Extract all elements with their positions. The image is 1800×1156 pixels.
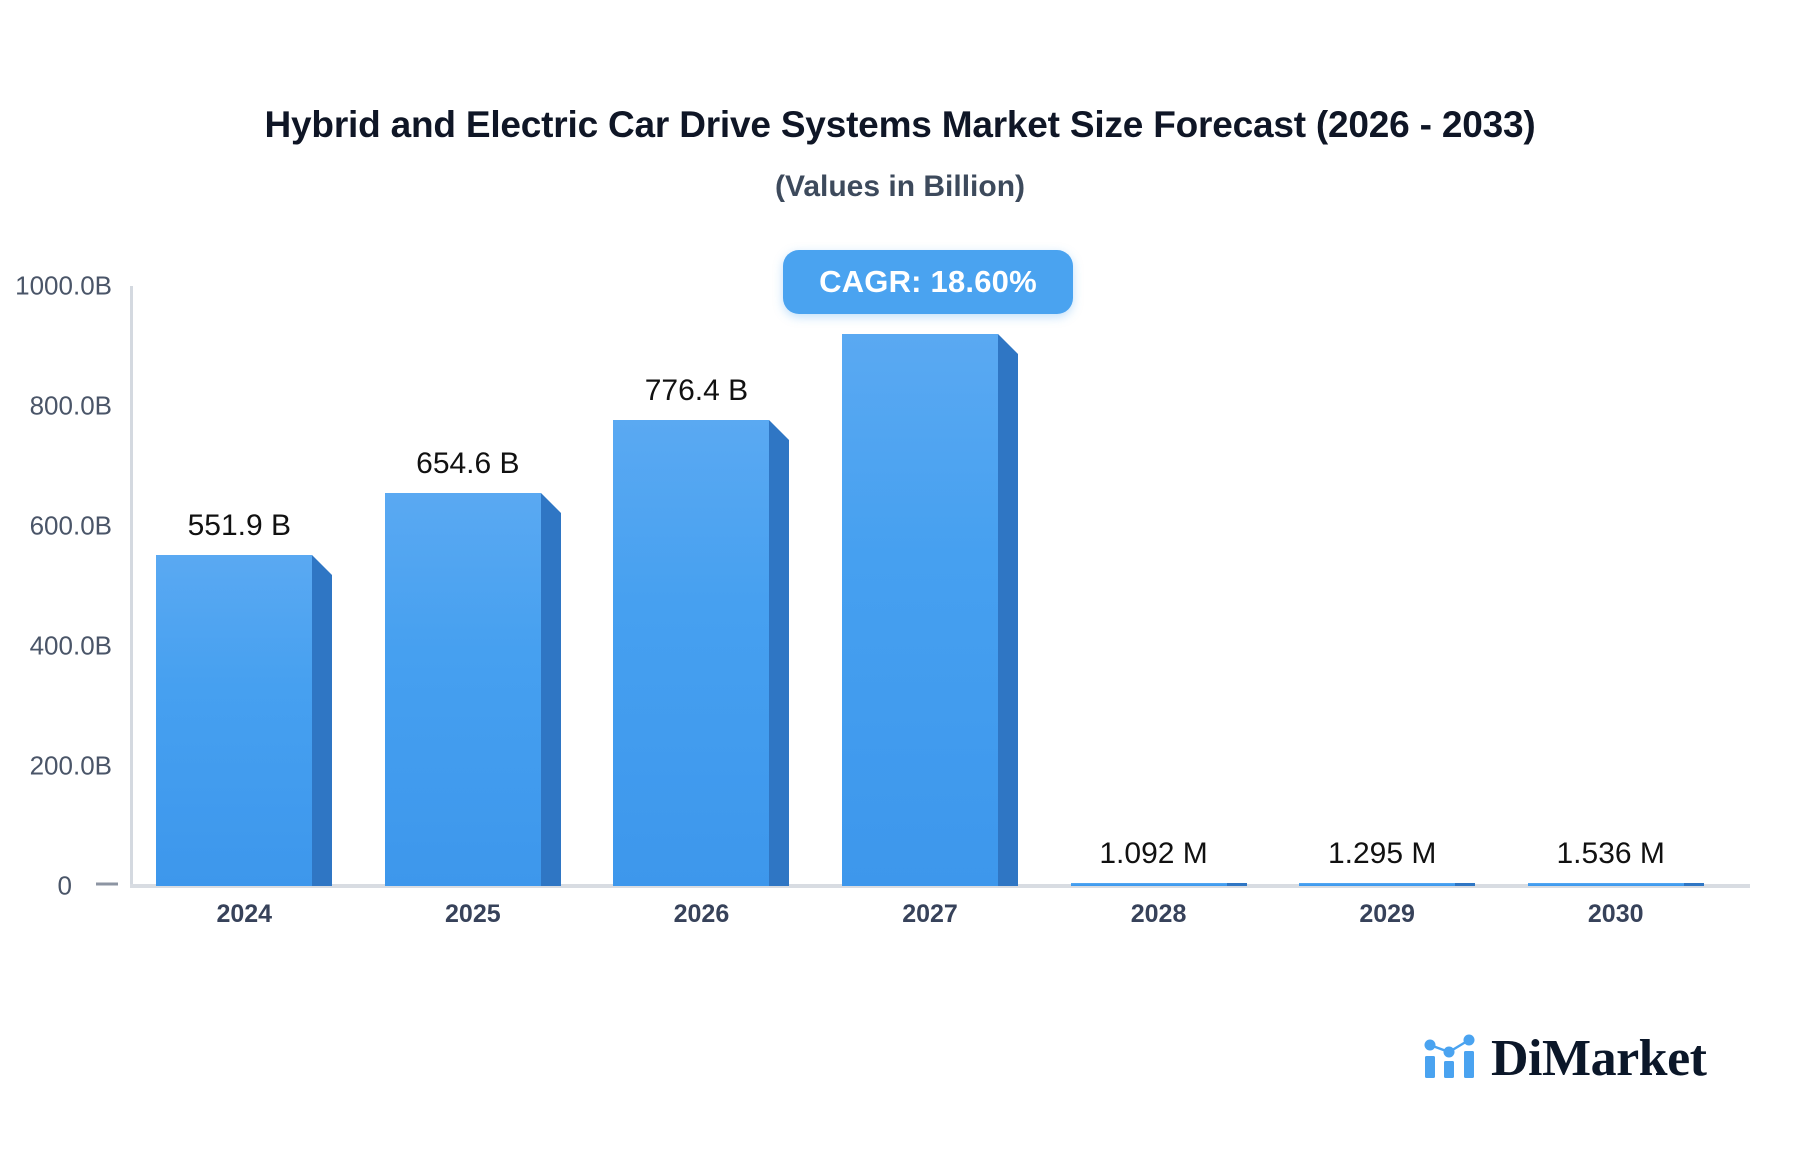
y-axis-tick-label: 0: [57, 870, 72, 901]
bar-side-shadow: [540, 513, 561, 886]
bar-value-label: 1.536 M: [1556, 837, 1665, 870]
bar-value-label: 551.9 B: [187, 508, 291, 542]
page-title: Hybrid and Electric Car Drive Systems Ma…: [264, 104, 1536, 145]
x-axis-tick-label: 2030: [1587, 900, 1644, 928]
y-axis-tick-label: 200.0B: [29, 750, 112, 781]
bar-face: [613, 420, 770, 886]
bar-side-shadow: [1226, 883, 1247, 886]
x-axis-line: [130, 884, 1750, 888]
bar-top-bevel: [998, 333, 1018, 354]
bar-2027[interactable]: [842, 333, 1018, 886]
chart-subtitle: (Values in Billion): [774, 170, 1026, 203]
bar-2028[interactable]: [1070, 883, 1247, 886]
y-axis-tick-label: 800.0B: [29, 390, 112, 421]
bar-value-label: 1.092 M: [1099, 837, 1208, 870]
bar-top-bevel: [540, 493, 561, 514]
y-axis-tick-label: 600.0B: [29, 510, 112, 541]
dimarket-logo: DiMarket: [1423, 1029, 1707, 1087]
bar-face: [1527, 883, 1684, 886]
bar-top-bevel: [769, 420, 790, 441]
bar-top-bevel: [312, 554, 333, 575]
x-axis-tick-label: 2025: [445, 900, 501, 928]
bar-value-label: 776.4 B: [644, 374, 749, 408]
x-axis-tick-label: 2024: [216, 900, 273, 928]
y-axis-tick-label: 1000.0B: [15, 270, 112, 301]
bar-face: [384, 493, 541, 886]
logo-text: DiMarket: [1491, 1029, 1707, 1087]
bar-value-label: 654.6 B: [416, 447, 520, 481]
x-axis-tick-label: 2029: [1359, 900, 1415, 928]
bar-2024[interactable]: [156, 554, 333, 886]
bar-side-shadow: [1455, 883, 1476, 886]
bar-side-shadow: [769, 440, 790, 886]
bar-2029[interactable]: [1299, 883, 1476, 886]
bar-face: [156, 554, 313, 886]
cagr-badge: CAGR: 18.60%: [783, 250, 1073, 314]
bar-2030[interactable]: [1527, 883, 1704, 886]
bar-face: [1070, 883, 1227, 886]
y-axis-tick-label: 400.0B: [29, 630, 112, 661]
plot-area: [130, 286, 1730, 886]
bar-side-shadow: [312, 574, 333, 886]
bar-face: [842, 333, 998, 886]
bar-value-label: 1.295 M: [1327, 837, 1437, 870]
bar-face: [1299, 883, 1456, 886]
x-axis-tick-label: 2026: [673, 900, 730, 928]
y-axis-zero-tick: [96, 882, 118, 886]
x-axis-tick-label: 2027: [902, 900, 958, 928]
y-axis-labels: 0 200.0B 400.0B 600.0B 800.0B 1000.0B: [0, 0, 112, 1156]
bar-chart-icon: [1423, 1032, 1477, 1085]
bar-side-shadow: [998, 353, 1018, 886]
x-axis-tick-label: 2028: [1130, 900, 1187, 928]
bar-side-shadow: [1683, 883, 1704, 886]
y-axis-line: [130, 286, 133, 886]
bar-2025[interactable]: [384, 493, 561, 886]
bar-2026[interactable]: [613, 420, 790, 886]
